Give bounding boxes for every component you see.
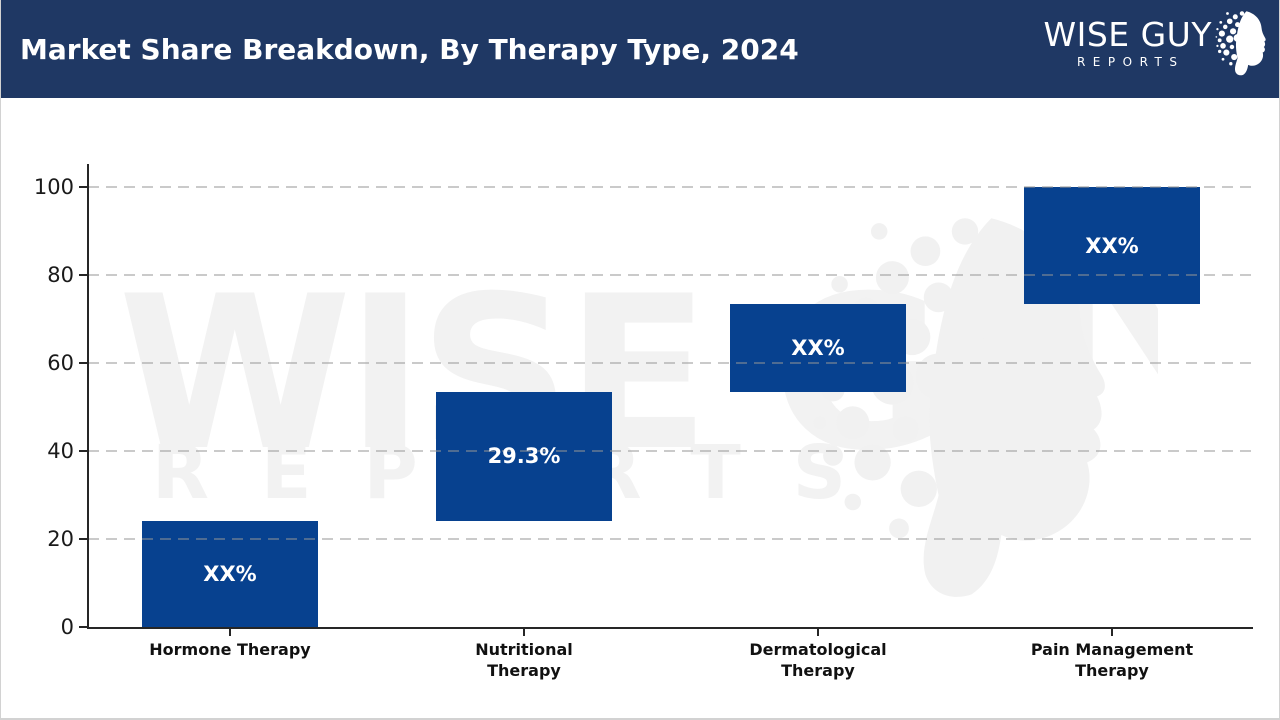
y-tick-80 xyxy=(79,274,88,276)
y-tick-100 xyxy=(79,186,88,188)
bar-value-label: XX% xyxy=(203,561,257,586)
bar-dermatological-therapy: XX% xyxy=(730,304,906,392)
x-axis-line xyxy=(87,627,1253,629)
x-category-label-pain-management-therapy: Pain Management Therapy xyxy=(1030,640,1194,680)
y-tick-60 xyxy=(79,362,88,364)
bar-hormone-therapy: XX% xyxy=(142,520,318,627)
y-tick-40 xyxy=(79,450,88,452)
chart-plot: XX% 29.3% XX% XX% 0 20 40 60 80 100 Hormone Therap… xyxy=(0,98,1280,720)
y-tick-20 xyxy=(79,538,88,540)
y-tick-label-60: 60 xyxy=(47,351,74,375)
y-tick-label-80: 80 xyxy=(47,263,74,287)
bar-nutritional-therapy: 29.3% xyxy=(436,391,612,521)
header-bar: Market Share Breakdown, By Therapy Type,… xyxy=(0,0,1280,98)
bar-value-label: XX% xyxy=(791,335,845,360)
brand-subtitle: REPORTS xyxy=(1076,54,1185,69)
x-category-label-hormone-therapy: Hormone Therapy xyxy=(149,640,311,659)
x-tick-pain-management-therapy xyxy=(1111,629,1113,636)
brand-logo: WISE GUY REPORTS xyxy=(1043,9,1270,76)
page-border-bottom xyxy=(0,718,1280,720)
brand-dotted-head-icon xyxy=(1214,9,1270,76)
brand-name: WISE GUY xyxy=(1043,15,1212,55)
y-tick-label-100: 100 xyxy=(33,175,74,199)
y-tick-label-0: 0 xyxy=(60,615,74,639)
gridline-20 xyxy=(88,538,1253,540)
gridline-40 xyxy=(88,450,1253,452)
gridline-60 xyxy=(88,362,1253,364)
bar-value-label: 29.3% xyxy=(487,444,561,469)
x-category-label-nutritional-therapy: Nutritional Therapy xyxy=(475,640,573,680)
y-tick-label-40: 40 xyxy=(47,439,74,463)
x-tick-hormone-therapy xyxy=(229,629,231,636)
chart-title: Market Share Breakdown, By Therapy Type,… xyxy=(20,33,799,66)
brand-logo-text: WISE GUY REPORTS xyxy=(1043,16,1212,69)
y-axis-line xyxy=(87,164,89,629)
page-border-left xyxy=(0,0,1,720)
gridline-80 xyxy=(88,274,1253,276)
y-tick-0 xyxy=(79,626,88,628)
x-tick-dermatological-therapy xyxy=(817,629,819,636)
y-tick-label-20: 20 xyxy=(47,527,74,551)
gridline-100 xyxy=(88,186,1253,188)
bar-pain-management-therapy: XX% xyxy=(1024,187,1200,305)
x-category-label-dermatological-therapy: Dermatological Therapy xyxy=(749,640,887,680)
x-tick-nutritional-therapy xyxy=(523,629,525,636)
bar-value-label: XX% xyxy=(1085,233,1139,258)
